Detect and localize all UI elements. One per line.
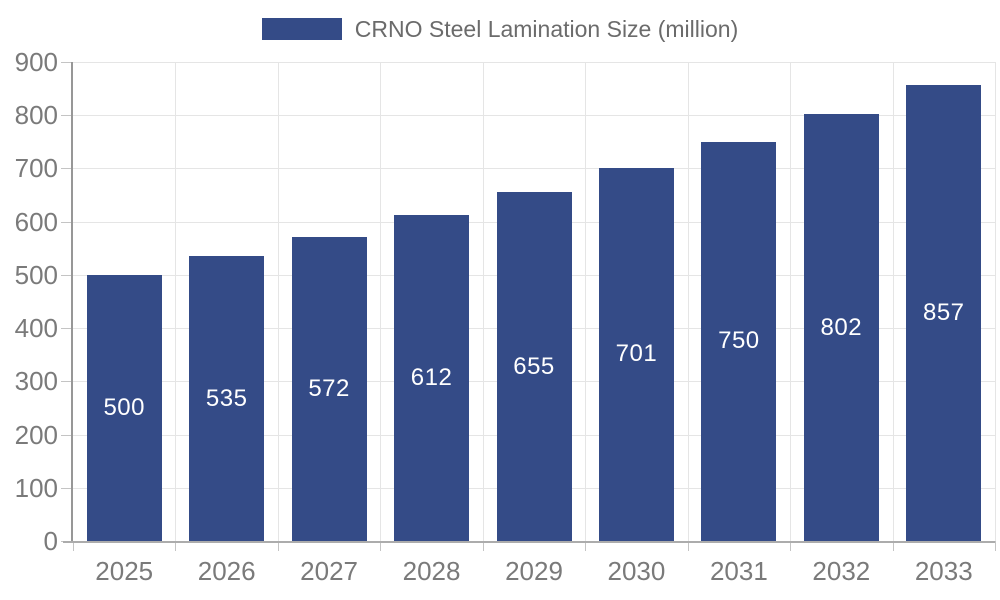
- y-axis-tick: [61, 328, 73, 330]
- y-axis-tick-label: 500: [0, 260, 58, 290]
- x-axis-tick-label-label: 2028: [402, 556, 461, 586]
- y-axis-tick-label-label: 600: [14, 206, 58, 237]
- bar-2025-label: 500: [103, 393, 145, 421]
- bar-2026: 535: [189, 256, 265, 541]
- x-axis-line: [63, 541, 995, 543]
- gridline-vertical: [687, 62, 689, 541]
- bar-2029-label: 655: [513, 352, 555, 380]
- bar-2028-label: 612: [410, 364, 453, 392]
- y-axis-tick-label: 800: [0, 100, 58, 130]
- x-axis-tick-label: 2030: [585, 556, 687, 586]
- y-axis-tick: [61, 274, 73, 276]
- x-axis-tick-label-label: 2029: [505, 556, 563, 586]
- y-axis-tick-label: 200: [0, 420, 58, 450]
- x-axis-tick-label-label: 2030: [607, 556, 666, 586]
- y-axis-tick: [61, 115, 73, 117]
- x-axis-tick-label-label: 2032: [812, 556, 871, 586]
- gridline-vertical: [892, 62, 894, 541]
- x-axis-tick: [482, 541, 484, 551]
- x-axis-tick-label-label: 2025: [95, 556, 154, 586]
- x-axis-tick-label: 2031: [688, 556, 790, 586]
- gridline-vertical: [277, 62, 279, 541]
- x-axis-tick: [380, 541, 382, 551]
- bar-2031: 750: [701, 141, 777, 541]
- x-axis-tick-label: 2028: [380, 556, 482, 586]
- gridline-vertical: [482, 62, 484, 541]
- bar-2030-label: 701: [615, 340, 658, 368]
- y-axis-tick-label: 0: [0, 526, 58, 556]
- gridline-horizontal: [73, 115, 995, 117]
- x-axis-tick-label: 2027: [278, 556, 380, 586]
- x-axis-tick-label-label: 2031: [709, 556, 768, 586]
- y-axis-tick-label: 900: [0, 47, 58, 77]
- x-axis-tick-label-label: 2033: [914, 556, 973, 586]
- bar-2033: 857: [906, 84, 982, 541]
- bar-2030: 701: [598, 167, 674, 541]
- bar-2025: 500: [86, 274, 162, 541]
- bar-2027: 572: [291, 236, 367, 541]
- gridline-vertical: [995, 62, 996, 541]
- y-axis-tick-label-label: 800: [14, 100, 58, 131]
- x-axis-tick-label: 2032: [790, 556, 892, 586]
- y-axis-tick-label-label: 0: [43, 526, 58, 556]
- x-axis-tick-label: 2026: [175, 556, 277, 586]
- y-axis-tick-label: 400: [0, 313, 58, 343]
- x-axis-tick: [277, 541, 279, 551]
- y-axis-tick-label: 700: [0, 153, 58, 183]
- y-axis-tick: [61, 62, 73, 63]
- y-axis-tick-label-label: 900: [14, 47, 58, 77]
- chart-legend[interactable]: CRNO Steel Lamination Size (million): [0, 16, 1000, 42]
- x-axis-tick-label: 2033: [893, 556, 995, 586]
- legend-swatch-icon: [261, 18, 342, 40]
- bar-2026-label: 535: [205, 384, 248, 412]
- y-axis-tick-label-label: 200: [14, 419, 58, 450]
- x-axis-tick-label-label: 2027: [300, 556, 359, 586]
- gridline-vertical: [175, 62, 177, 541]
- bar-2032-label: 802: [820, 313, 863, 341]
- x-axis-tick: [175, 541, 177, 551]
- y-axis-tick-label: 100: [0, 473, 58, 503]
- gridline-vertical: [380, 62, 382, 541]
- x-axis-tick: [73, 541, 74, 551]
- y-axis-tick-label: 600: [0, 207, 58, 237]
- x-axis-tick: [790, 541, 792, 551]
- bar-2032: 802: [803, 114, 879, 541]
- x-axis-tick-label: 2025: [73, 556, 175, 586]
- x-axis-tick: [687, 541, 689, 551]
- y-axis-tick-label: 300: [0, 366, 58, 396]
- y-axis-line: [71, 62, 73, 543]
- gridline-vertical: [585, 62, 587, 541]
- y-axis-tick: [61, 221, 73, 223]
- y-axis-tick-label-label: 300: [14, 366, 58, 397]
- x-axis-tick-label: 2029: [483, 556, 585, 586]
- y-axis-tick: [61, 487, 73, 489]
- bar-2027-label: 572: [308, 374, 350, 402]
- x-axis-tick: [585, 541, 587, 551]
- gridline-horizontal: [73, 168, 995, 170]
- gridline-horizontal: [73, 62, 995, 63]
- bar-2033-label: 857: [922, 298, 965, 326]
- y-axis-tick-label-label: 700: [14, 153, 58, 184]
- x-axis-tick: [995, 541, 996, 551]
- gridline-vertical: [790, 62, 792, 541]
- y-axis-tick-label-label: 400: [14, 313, 58, 344]
- y-axis-tick-label-label: 500: [14, 259, 58, 290]
- y-axis-tick-label-label: 100: [14, 472, 58, 503]
- y-axis-tick: [61, 168, 73, 170]
- y-axis-tick: [61, 381, 73, 383]
- bar-2031-label: 750: [718, 327, 760, 355]
- y-axis-tick: [61, 434, 73, 436]
- legend-label: CRNO Steel Lamination Size (million): [354, 16, 739, 42]
- bar-2029: 655: [496, 192, 572, 541]
- bar-2028: 612: [394, 215, 470, 541]
- x-axis-tick: [892, 541, 894, 551]
- x-axis-tick-label-label: 2026: [197, 556, 256, 586]
